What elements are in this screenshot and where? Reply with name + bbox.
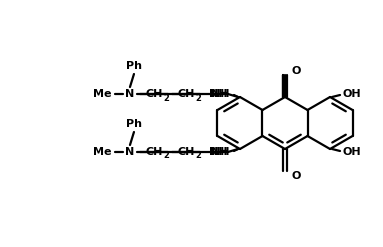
Text: CH: CH: [145, 147, 163, 157]
Text: CH: CH: [177, 147, 195, 157]
Text: CH: CH: [145, 89, 163, 99]
Text: O: O: [291, 171, 301, 181]
Text: Me: Me: [93, 89, 111, 99]
Text: N: N: [125, 89, 134, 99]
Text: Ph: Ph: [126, 61, 142, 71]
Text: Ph: Ph: [126, 119, 142, 129]
Text: OH: OH: [342, 147, 361, 157]
Text: 2: 2: [195, 94, 201, 103]
Text: Me: Me: [93, 147, 111, 157]
Text: 2: 2: [163, 151, 169, 161]
Text: NH: NH: [209, 89, 227, 99]
Text: 2: 2: [163, 94, 169, 103]
Text: OH: OH: [342, 89, 361, 99]
Text: NH: NH: [209, 147, 227, 157]
Text: N: N: [125, 147, 134, 157]
Text: NH: NH: [211, 89, 230, 99]
Text: CH: CH: [177, 89, 195, 99]
Text: 2: 2: [195, 151, 201, 161]
Text: O: O: [291, 66, 301, 76]
Text: NH: NH: [211, 147, 230, 157]
